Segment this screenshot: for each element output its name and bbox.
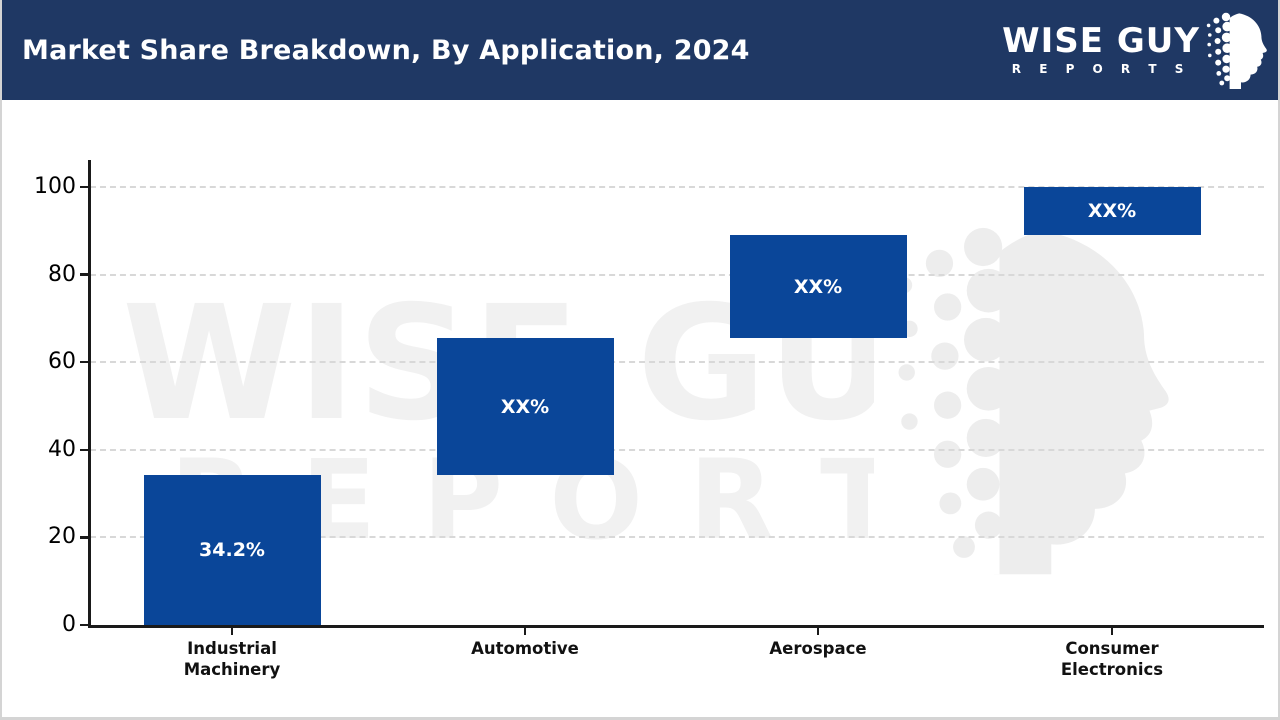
- x-tick-mark-industrial-machinery: [230, 627, 234, 635]
- y-axis-line: [88, 160, 91, 627]
- bar-industrial-machinery: 34.2%: [143, 475, 321, 625]
- y-tick-label-0: 0: [62, 612, 76, 637]
- brand-logo-text: WISE GUY R E P O R T S: [1002, 23, 1200, 77]
- x-category-label-consumer-electronics: Consumer Electronics: [1060, 639, 1164, 679]
- brand-logo: WISE GUY R E P O R T S: [1002, 0, 1268, 100]
- y-gridline-20: [90, 536, 1264, 539]
- y-tick-label-40: 40: [48, 436, 76, 462]
- brand-head-icon: [1202, 11, 1267, 89]
- y-gridline-100: [90, 186, 1264, 188]
- bar-value-label: XX%: [793, 275, 843, 298]
- y-tick-mark-0: [80, 623, 88, 627]
- y-tick-mark-80: [80, 273, 88, 276]
- page-title: Market Share Breakdown, By Application, …: [22, 34, 750, 66]
- y-gridline-40: [90, 448, 1264, 451]
- x-category-label-industrial-machinery: Industrial Machinery: [183, 639, 281, 679]
- y-tick-label-20: 20: [48, 524, 76, 550]
- y-tick-label-80: 80: [48, 261, 76, 287]
- y-tick-mark-20: [80, 536, 88, 539]
- y-gridline-60: [90, 361, 1264, 364]
- x-tick-mark-automotive: [523, 627, 527, 635]
- bar-consumer-electronics: XX%: [1023, 187, 1201, 236]
- y-gridline-80: [90, 273, 1264, 276]
- bar-value-label: 34.2%: [199, 539, 265, 562]
- y-tick-label-60: 60: [48, 349, 76, 375]
- y-tick-label-100: 100: [34, 174, 76, 199]
- header-bar: Market Share Breakdown, By Application, …: [2, 0, 1278, 100]
- bar-value-label: XX%: [1087, 200, 1137, 223]
- x-category-label-automotive: Automotive: [471, 639, 579, 658]
- x-axis-line: [88, 625, 1264, 628]
- bar-value-label: XX%: [500, 395, 550, 418]
- y-tick-mark-100: [80, 185, 88, 189]
- y-tick-mark-40: [80, 448, 88, 452]
- brand-subname: R E P O R T S: [1011, 62, 1191, 76]
- brand-name: WISE GUY: [1002, 21, 1200, 61]
- x-category-label-aerospace: Aerospace: [769, 639, 867, 658]
- x-tick-mark-consumer-electronics: [1110, 627, 1114, 635]
- y-tick-mark-60: [80, 360, 88, 364]
- x-tick-mark-aerospace: [816, 627, 820, 635]
- bar-automotive: XX%: [436, 338, 614, 476]
- watermark-head-icon: [874, 219, 1169, 575]
- bar-aerospace: XX%: [729, 235, 907, 339]
